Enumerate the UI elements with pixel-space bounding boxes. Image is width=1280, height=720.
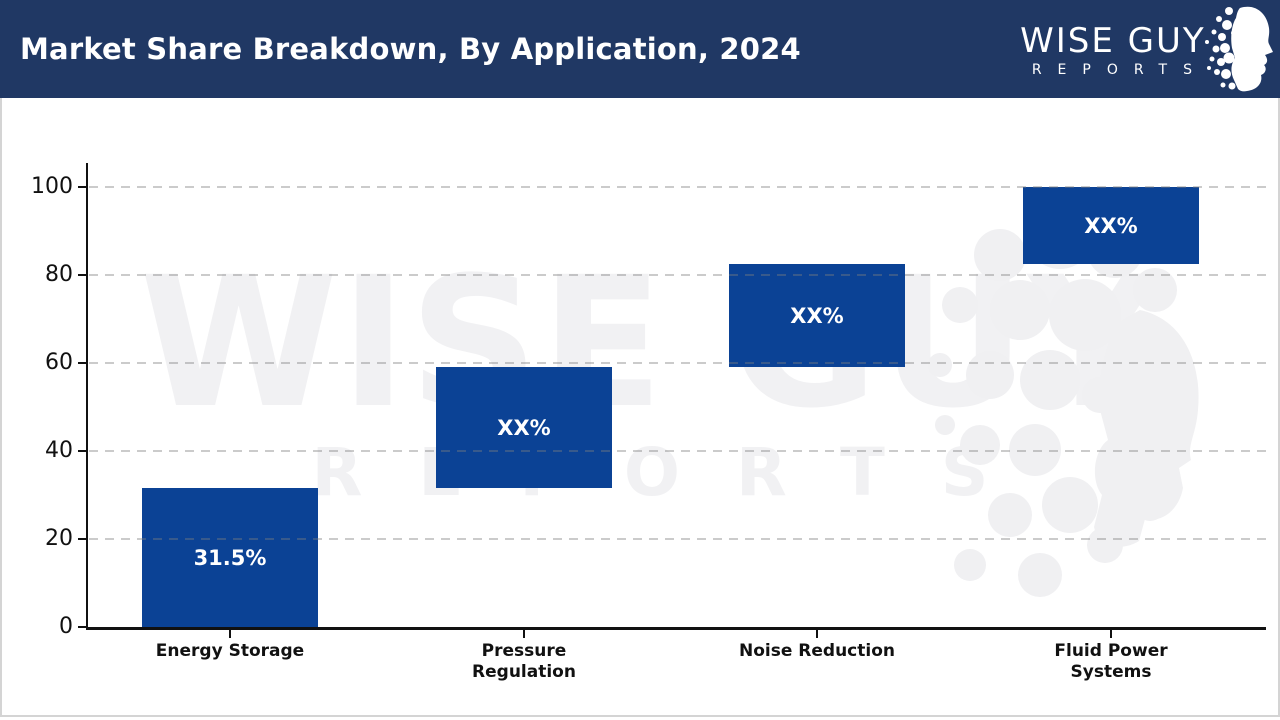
- y-axis-tick-label: 100: [31, 174, 73, 199]
- x-axis-tick-mark: [816, 630, 818, 638]
- x-axis-tick-mark: [523, 630, 525, 638]
- x-axis-tick-mark: [229, 630, 231, 638]
- bar-value-label: 31.5%: [193, 545, 267, 570]
- x-category-label-line: Regulation: [472, 662, 576, 682]
- y-axis-tick-mark: [78, 626, 87, 628]
- y-axis-tick-label: 20: [45, 526, 73, 551]
- x-category-label-line: Fluid Power: [1054, 641, 1168, 661]
- y-axis-tick-label: 40: [45, 438, 73, 463]
- gridline-100: [89, 186, 1266, 188]
- header-bar: Market Share Breakdown, By Application, …: [0, 0, 1280, 98]
- x-category-label-line: Pressure: [481, 641, 567, 661]
- bar-value-label: XX%: [1084, 213, 1138, 238]
- bar-value-label: XX%: [790, 303, 844, 328]
- bottom-border: [0, 715, 1280, 717]
- page-title: Market Share Breakdown, By Application, …: [20, 32, 801, 66]
- bar-noise-reduction: XX%: [729, 264, 905, 368]
- y-axis-tick-mark: [78, 274, 87, 276]
- y-axis-tick-mark: [78, 538, 87, 540]
- bar-fluid-power-systems: XX%: [1023, 187, 1199, 264]
- brand-wordmark: WISE GUY REPORTS: [1018, 21, 1208, 78]
- y-axis-tick-mark: [78, 450, 87, 452]
- y-axis-tick-mark: [78, 186, 87, 188]
- x-category-label-line: Noise Reduction: [738, 641, 895, 661]
- gridline-20: [89, 538, 1266, 540]
- right-border: [1278, 98, 1280, 717]
- brand-subtext: REPORTS: [1031, 61, 1208, 78]
- x-axis-tick-mark: [1110, 630, 1112, 638]
- y-axis-tick-mark: [78, 362, 87, 364]
- x-category-label-noise-reduction: Noise Reduction: [697, 641, 937, 662]
- gridline-40: [89, 450, 1266, 452]
- x-category-label-fluid-power-systems: Fluid Power Systems: [991, 641, 1231, 683]
- x-axis-line: [86, 627, 1266, 630]
- brand-name: WISE GUY: [1020, 20, 1206, 61]
- y-axis-tick-label: 0: [59, 614, 73, 639]
- bar-pressure-regulation: XX%: [436, 367, 612, 489]
- x-category-label-line: Systems: [1070, 662, 1152, 682]
- gridline-60: [89, 362, 1266, 364]
- y-axis-tick-label: 60: [45, 350, 73, 375]
- x-category-label-line: Energy Storage: [155, 641, 305, 661]
- bar-energy-storage: 31.5%: [142, 488, 318, 627]
- gridline-80: [89, 274, 1266, 276]
- brand-logo: WISE GUY REPORTS: [1018, 2, 1274, 96]
- wiseguy-head-icon: [1205, 6, 1273, 92]
- x-category-label-energy-storage: Energy Storage: [110, 641, 350, 662]
- x-category-label-pressure-regulation: Pressure Regulation: [404, 641, 644, 683]
- y-axis-tick-label: 80: [45, 262, 73, 287]
- left-border: [0, 98, 2, 717]
- y-axis-line: [86, 163, 88, 629]
- bar-value-label: XX%: [497, 415, 551, 440]
